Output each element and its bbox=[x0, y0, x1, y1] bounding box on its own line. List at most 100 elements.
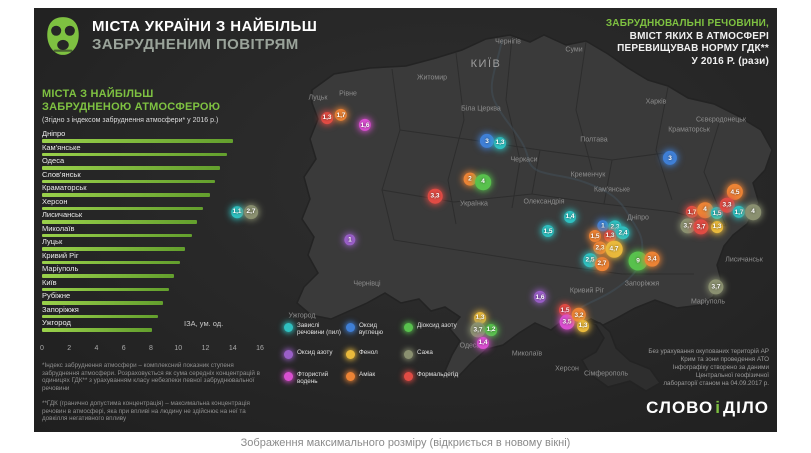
legend-label: Формальдегід bbox=[417, 370, 459, 378]
legend-dot bbox=[404, 371, 413, 381]
source-note-line: Без урахування окупованих територій АР bbox=[648, 348, 769, 355]
bar-chart: Дніпро Кам'янське Одеса Слов'янськ Краматорс… bbox=[42, 130, 272, 333]
bar-row: Луцьк bbox=[42, 238, 272, 251]
bar-row: Лисичанськ bbox=[42, 211, 272, 224]
legend-item: Фтористий водень bbox=[284, 371, 344, 386]
footnote-gdk: **ГДК (гранично допустима концентрація) … bbox=[42, 400, 250, 423]
x-axis-tick: 12 bbox=[201, 345, 210, 352]
gas-mask-icon bbox=[47, 17, 79, 55]
chart-heading-line-2: ЗАБРУДНЕНОЮ АТМОСФЕРОЮ bbox=[42, 101, 221, 113]
bar bbox=[42, 287, 169, 291]
bar bbox=[42, 193, 210, 197]
x-axis-tick: 2 bbox=[67, 345, 72, 352]
bar-row: Дніпро bbox=[42, 130, 272, 143]
map-legend: Завислі речовини (пил) Оксид вуглецю Діокс… bbox=[284, 322, 466, 386]
legend-label: Діоксид азоту bbox=[417, 322, 457, 329]
dnipro-river bbox=[490, 39, 644, 318]
bar-row: Краматорськ bbox=[42, 184, 272, 197]
bar-city-label: Дніпро bbox=[42, 129, 66, 138]
bar bbox=[42, 314, 158, 318]
bar bbox=[42, 220, 198, 224]
bar bbox=[42, 247, 186, 251]
bar-city-label: Київ bbox=[42, 277, 57, 287]
legend-label: Фтористий водень bbox=[297, 370, 329, 386]
ukraine-outline bbox=[296, 34, 773, 379]
legend-item: Сажа bbox=[404, 349, 466, 359]
legend-dot bbox=[284, 371, 293, 381]
legend-item: Аміак bbox=[346, 371, 402, 386]
logo-word-2: ДІЛО bbox=[723, 398, 769, 417]
legend-dot bbox=[284, 349, 293, 359]
legend-label: Сажа bbox=[417, 348, 433, 356]
bar-city-label: Слов'янськ bbox=[42, 169, 81, 179]
chart-heading: МІСТА З НАЙБІЛЬШ ЗАБРУДНЕНОЮ АТМОСФЕРОЮ bbox=[42, 88, 220, 114]
bar-city-label: Запоріжжя bbox=[42, 304, 79, 314]
footnote-iza: *Індекс забруднення атмосфери – комплекс… bbox=[42, 362, 260, 392]
x-axis-tick: 6 bbox=[121, 345, 126, 352]
legend-dot bbox=[404, 349, 413, 359]
bar bbox=[42, 260, 180, 264]
bar-row: Маріуполь bbox=[42, 265, 272, 278]
legend-label: Завислі речовини (пил) bbox=[297, 322, 341, 337]
crimea-outline bbox=[580, 320, 662, 392]
bar bbox=[42, 152, 228, 156]
bar-row: Запоріжжя bbox=[42, 304, 272, 318]
page-title: МІСТА УКРАЇНИ З НАЙБІЛЬШ ЗАБРУДНЕНИМ ПОВ… bbox=[92, 18, 317, 54]
legend-dot bbox=[346, 349, 355, 359]
title-line-1: МІСТА УКРАЇНИ З НАЙБІЛЬШ bbox=[92, 18, 318, 35]
source-note-line: Крим та зони проведення АТО bbox=[680, 356, 769, 363]
bar-city-label: Лисичанськ bbox=[42, 210, 83, 219]
bar-row: Слов'янськ bbox=[42, 169, 272, 183]
bar-city-label: Херсон bbox=[42, 196, 68, 206]
legend-item: Фенол bbox=[346, 349, 402, 359]
bar-city-label: Ужгород bbox=[42, 318, 71, 327]
bar-row: Миколаїв bbox=[42, 223, 272, 237]
source-note-line: Інфографіку створено за даними bbox=[672, 364, 769, 371]
x-axis-tick: 14 bbox=[228, 345, 237, 352]
legend-dot bbox=[404, 323, 413, 332]
bar bbox=[42, 139, 233, 143]
infographic-canvas: Луцьк Рівне Житомир КИЇВ Чернігів Суми Біла Це… bbox=[34, 8, 777, 432]
bar-city-label: Миколаїв bbox=[42, 223, 75, 233]
map-heading-line-1: ЗАБРУДНЮВАЛЬНІ РЕЧОВИНИ, bbox=[605, 18, 769, 29]
x-axis-tick: 8 bbox=[149, 345, 153, 352]
bar bbox=[42, 301, 164, 305]
source-note-line: Центральної геофізичної bbox=[695, 372, 769, 379]
bar-city-label: Краматорськ bbox=[42, 183, 87, 192]
map-heading-line-4: У 2016 Р. (рази) bbox=[691, 55, 769, 67]
bar-city-label: Кам'янське bbox=[42, 142, 81, 152]
bar-row: Ужгород bbox=[42, 319, 272, 332]
title-line-2: ЗАБРУДНЕНИМ ПОВІТРЯМ bbox=[92, 36, 299, 53]
legend-label: Оксид азоту bbox=[297, 348, 333, 356]
bar-city-label: Рубіжне bbox=[42, 291, 71, 300]
x-axis-tick: 4 bbox=[94, 345, 99, 352]
map-heading-line-2: ВМІСТ ЯКИХ В АТМОСФЕРІ bbox=[629, 30, 769, 42]
legend-dot bbox=[346, 323, 355, 332]
image-caption-link[interactable]: Зображення максимального розміру (відкри… bbox=[240, 437, 571, 449]
legend-label: Оксид вуглецю bbox=[359, 322, 384, 337]
bar-row: Рубіжне bbox=[42, 292, 272, 305]
bar bbox=[42, 206, 203, 210]
bar bbox=[42, 328, 153, 332]
bar-row: Кам'янське bbox=[42, 142, 272, 156]
bar bbox=[42, 274, 175, 278]
legend-dot bbox=[346, 371, 355, 381]
bar-city-label: Одеса bbox=[42, 156, 65, 165]
bar-row: Київ bbox=[42, 277, 272, 291]
bar bbox=[42, 166, 221, 170]
source-note-line: лабораторії станом на 04.09.2017 р. bbox=[663, 380, 769, 387]
bar-row: Одеса bbox=[42, 157, 272, 170]
bar-row: Кривий Ріг bbox=[42, 250, 272, 264]
map-heading-line-3: ПЕРЕВИЩУВАВ НОРМУ ГДК** bbox=[617, 43, 769, 54]
bar-city-label: Маріуполь bbox=[42, 264, 79, 273]
legend-label: Фенол bbox=[359, 348, 378, 356]
legend-item: Оксид вуглецю bbox=[346, 322, 402, 337]
slovo-i-dilo-logo: СЛОВО і ДІЛО bbox=[646, 398, 769, 418]
oblast-borders bbox=[381, 36, 727, 275]
bar-row: Херсон bbox=[42, 196, 272, 210]
legend-item: Завислі речовини (пил) bbox=[284, 322, 344, 337]
x-axis: 0 2 4 6 8 10 12 14 16 bbox=[40, 345, 268, 354]
logo-word-1: СЛОВО bbox=[646, 398, 714, 417]
bar-city-label: Кривий Ріг bbox=[42, 250, 79, 260]
